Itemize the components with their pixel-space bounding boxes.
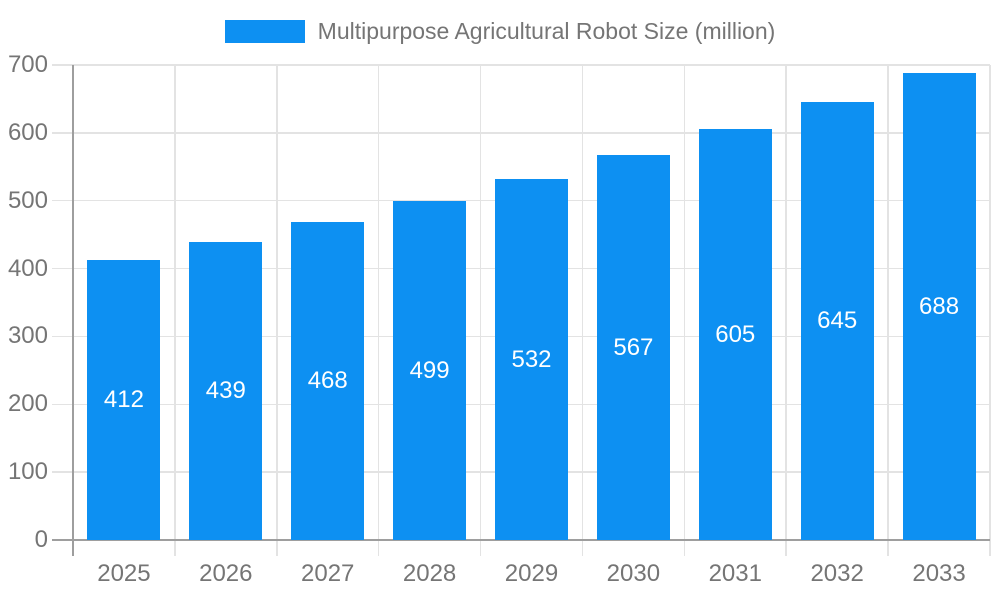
bar-value-label: 439 xyxy=(205,377,246,405)
x-tick-label: 2031 xyxy=(708,560,762,587)
bar[interactable]: 567 xyxy=(596,155,670,540)
x-tick-label: 2028 xyxy=(402,560,457,587)
bar-value-label: 468 xyxy=(307,367,348,395)
y-tick-label: 100 xyxy=(7,458,48,486)
gridline-vertical xyxy=(581,65,584,556)
bar-value-label: 499 xyxy=(409,356,450,384)
bar-value-label: 412 xyxy=(103,386,144,414)
bar-value-label: 532 xyxy=(511,345,552,373)
bar[interactable]: 499 xyxy=(393,201,467,540)
bar-value-label: 688 xyxy=(919,292,960,320)
bar-value-label: 567 xyxy=(613,333,654,361)
gridline-horizontal xyxy=(52,64,990,66)
y-tick-label: 400 xyxy=(7,254,48,282)
x-tick-label: 2032 xyxy=(810,560,864,587)
gridline-vertical xyxy=(683,65,686,556)
plot-area: 0 100 200 300 400 500 600 700 412 2025 439 2026 468 2… xyxy=(8,51,991,587)
y-tick-label: 600 xyxy=(7,118,48,146)
gridline-vertical xyxy=(174,65,176,556)
x-tick-label: 2027 xyxy=(301,560,355,587)
bar[interactable]: 439 xyxy=(189,242,263,540)
gridline-vertical xyxy=(276,65,278,556)
y-tick-label: 700 xyxy=(7,51,48,78)
y-axis-line xyxy=(72,65,74,556)
bar-value-label: 645 xyxy=(817,307,858,335)
x-tick-label: 2025 xyxy=(97,560,151,587)
x-tick-label: 2030 xyxy=(606,560,661,587)
y-tick-label: 0 xyxy=(34,526,48,553)
x-tick-label: 2033 xyxy=(912,560,966,587)
x-tick-label: 2029 xyxy=(504,560,559,587)
gridline-vertical xyxy=(989,65,991,556)
y-tick-label: 500 xyxy=(7,186,48,214)
gridline-vertical xyxy=(377,65,380,556)
legend-label: Multipurpose Agricultural Robot Size (mi… xyxy=(317,18,776,44)
gridline-vertical xyxy=(785,65,787,556)
bar[interactable]: 468 xyxy=(291,222,365,540)
bar[interactable]: 412 xyxy=(87,260,161,540)
gridline-vertical xyxy=(887,65,889,556)
x-tick-label: 2026 xyxy=(199,560,253,587)
bar[interactable]: 645 xyxy=(800,102,874,540)
bar[interactable]: 532 xyxy=(495,179,568,540)
bar[interactable]: 688 xyxy=(902,73,976,540)
legend-swatch xyxy=(224,20,305,43)
bar-value-label: 605 xyxy=(715,320,756,348)
y-tick-label: 300 xyxy=(7,322,48,350)
bar[interactable]: 605 xyxy=(698,129,772,540)
legend: Multipurpose Agricultural Robot Size (mi… xyxy=(0,18,1000,45)
gridline-vertical xyxy=(479,65,482,556)
y-tick-label: 200 xyxy=(7,390,48,418)
